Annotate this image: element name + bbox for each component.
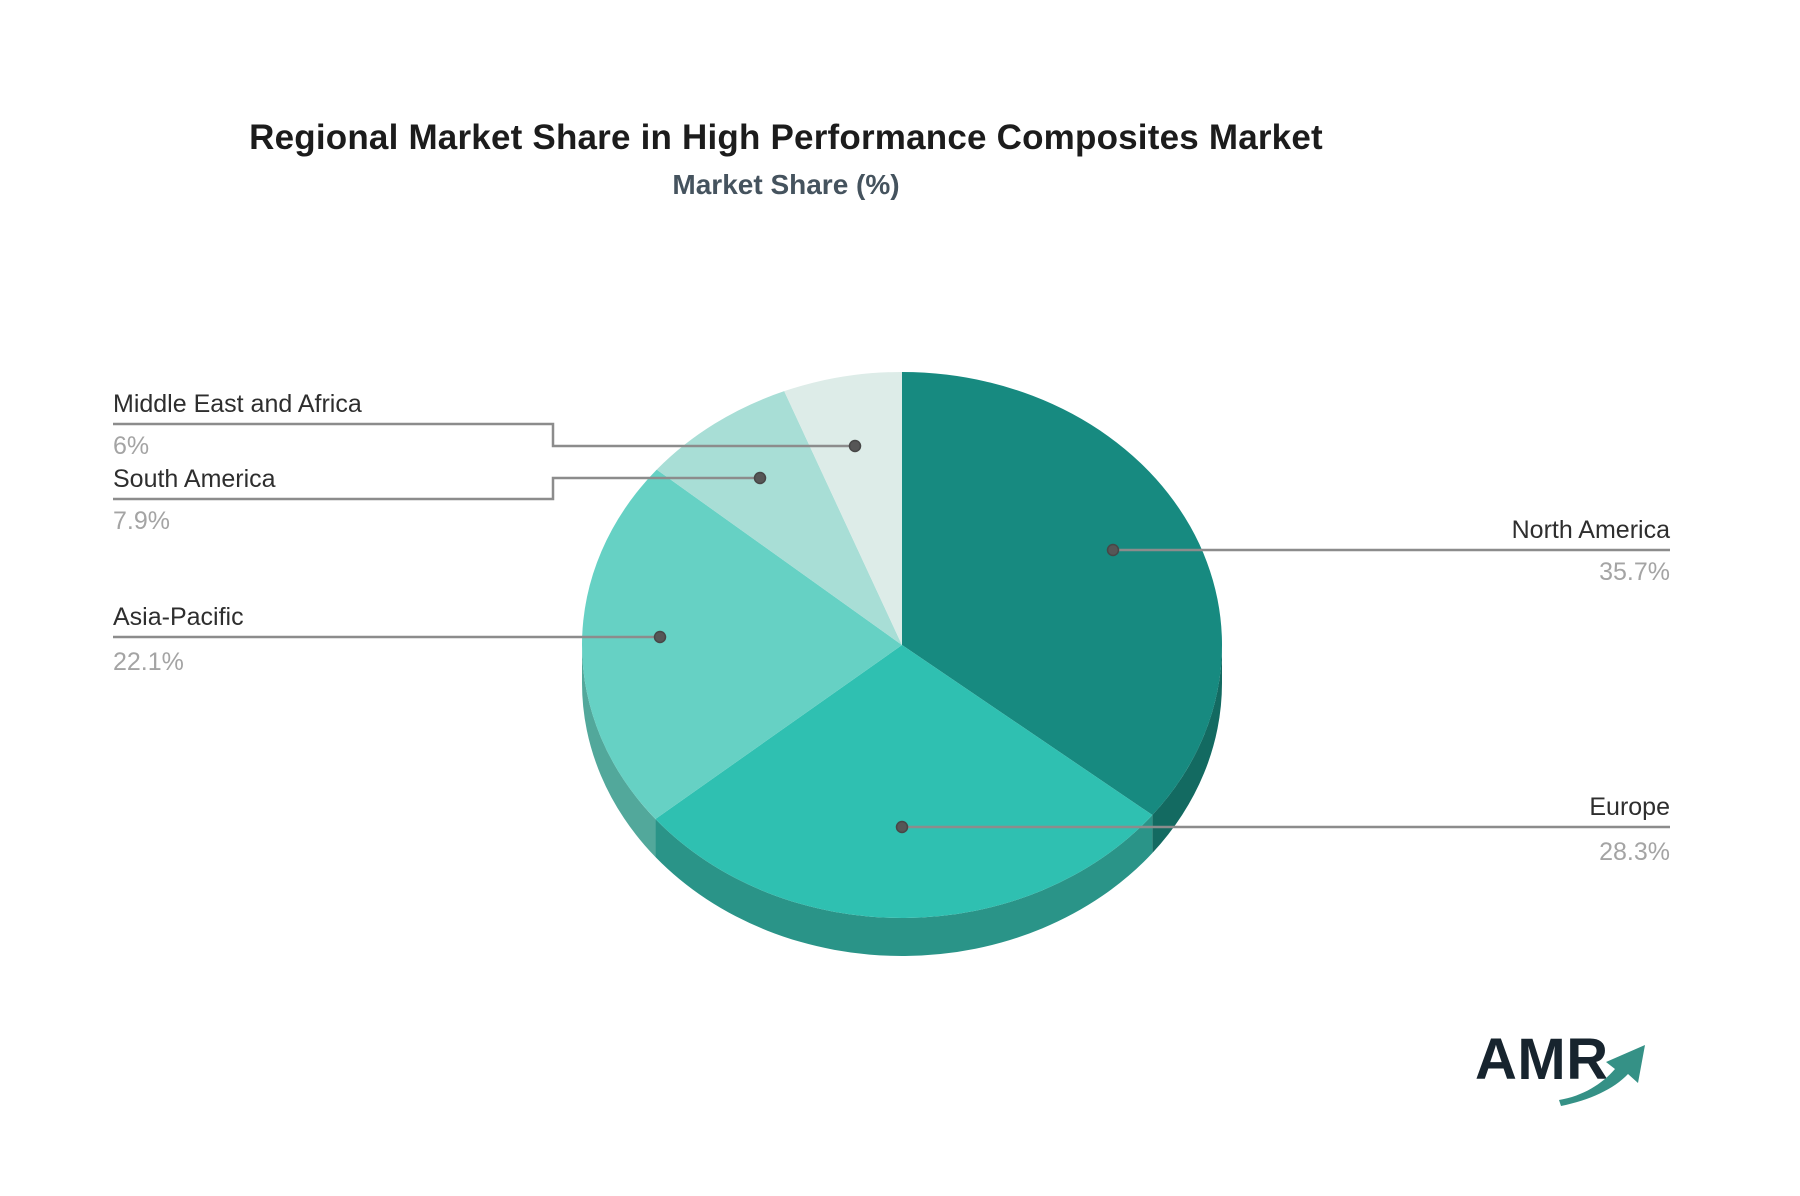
pie-slice-north-america[interactable] (902, 372, 1223, 816)
slice-pct-europe: 28.3% (1599, 838, 1670, 866)
leader-dot-europe (895, 820, 909, 834)
slice-name-europe-wrap: Europe (1589, 793, 1670, 821)
slice-name-south-america-wrap: South America (113, 465, 276, 493)
leader-dot-asia-pacific (653, 630, 667, 644)
leader-line-south-america (113, 476, 760, 501)
slice-name-middle-east-and-africa-wrap: Middle East and Africa (113, 390, 362, 418)
pie-slice-middle-east-and-africa[interactable] (784, 372, 902, 645)
slice-pct-asia-pacific-wrap: 22.1% (113, 648, 184, 676)
slice-pct-south-america-wrap: 7.9% (113, 507, 170, 535)
slice-pct-north-america-wrap: 35.7% (1599, 558, 1670, 586)
leader-dot-north-america (1106, 543, 1120, 557)
slice-pct-middle-east-and-africa: 6% (113, 432, 150, 460)
slice-pct-asia-pacific: 22.1% (113, 648, 184, 676)
pie-slice-south-america[interactable] (656, 391, 902, 645)
slice-name-north-america-wrap: North America (1512, 516, 1670, 544)
slice-name-north-america: North America (1511, 516, 1670, 544)
pie-slice-side-europe (655, 815, 1153, 957)
chart-title: Regional Market Share in High Performanc… (249, 118, 1323, 157)
slice-pct-north-america: 35.7% (1599, 558, 1670, 586)
slice-name-europe: Europe (1589, 793, 1670, 821)
slice-pct-middle-east-and-africa-wrap: 6% (113, 432, 149, 460)
slice-name-asia-pacific: Asia-Pacific (113, 603, 244, 631)
pie-slice-side-north-america (1152, 645, 1222, 854)
slice-name-middle-east-and-africa: Middle East and Africa (113, 390, 362, 418)
pie-slice-asia-pacific[interactable] (582, 469, 902, 820)
growth-arrow-icon (1559, 1045, 1645, 1106)
leader-dot-middle-east-and-africa (848, 439, 862, 453)
chart-subtitle: Market Share (%) (672, 169, 900, 200)
pie-slice-europe[interactable] (655, 645, 1153, 919)
slice-name-south-america: South America (113, 465, 276, 493)
slice-pct-europe-wrap: 28.3% (1599, 838, 1670, 866)
leader-dot-south-america (753, 471, 767, 485)
leader-line-middle-east-and-africa (113, 422, 855, 448)
pie-slice-side-asia-pacific (582, 645, 656, 858)
amr-logo: AMR (1475, 1030, 1675, 1120)
slice-name-asia-pacific-wrap: Asia-Pacific (113, 603, 244, 631)
amr-logo-text: AMR (1475, 1027, 1609, 1092)
slice-pct-south-america: 7.9% (113, 507, 170, 535)
